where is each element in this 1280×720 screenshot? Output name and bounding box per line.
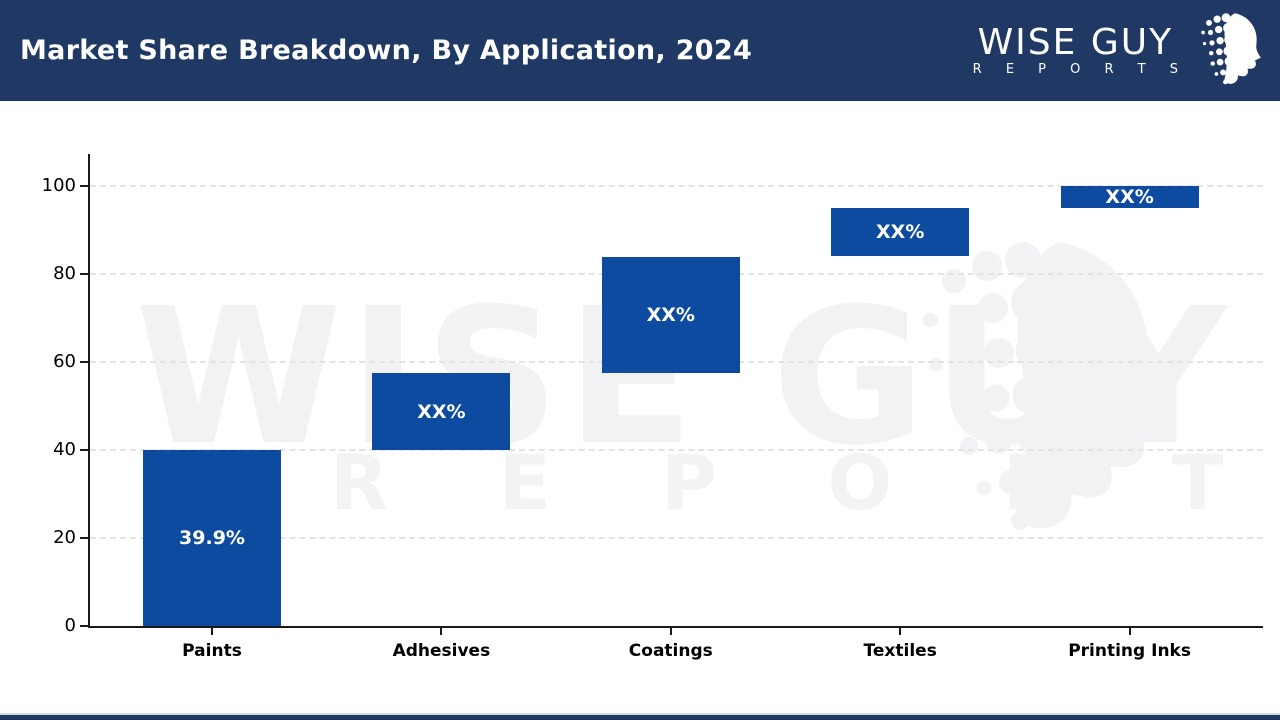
- y-tick-100: [80, 185, 88, 187]
- bar-value-label: XX%: [417, 400, 466, 423]
- logo-text: WISE GUY R E P O R T S: [963, 21, 1188, 78]
- bar-coatings: XX%: [601, 257, 740, 374]
- y-tick-40: [80, 449, 88, 451]
- y-tick-0: [80, 625, 88, 627]
- x-axis: [88, 626, 1263, 628]
- gridline-40: [90, 449, 1263, 451]
- bar-printing-inks: XX%: [1060, 186, 1199, 208]
- bar-paints: 39.9%: [143, 450, 281, 626]
- y-tick-label-80: 80: [53, 263, 76, 284]
- footer-bar: [0, 715, 1280, 720]
- logo-subtitle: R E P O R T S: [972, 62, 1188, 78]
- y-tick-label-100: 100: [41, 175, 76, 196]
- y-tick-label-60: 60: [53, 351, 76, 372]
- bar-value-label: XX%: [876, 221, 925, 244]
- wise-guy-head-icon: [1192, 8, 1266, 94]
- x-tick-1: [440, 628, 443, 635]
- y-axis: [88, 154, 90, 628]
- footer-divider: [0, 713, 1280, 715]
- y-tick-80: [80, 273, 88, 275]
- y-tick-label-0: 0: [64, 615, 76, 636]
- gridline-20: [90, 537, 1263, 539]
- category-label-1: Adhesives: [392, 641, 491, 661]
- category-label-2: Coatings: [628, 641, 713, 661]
- bar-value-label: XX%: [1105, 186, 1154, 208]
- bar-value-label: XX%: [646, 304, 695, 327]
- watermark-head-icon: [885, 215, 1185, 575]
- x-tick-3: [899, 628, 902, 635]
- x-tick-2: [669, 628, 672, 635]
- category-label-4: Printing Inks: [1068, 641, 1191, 661]
- y-tick-20: [80, 537, 88, 539]
- x-tick-4: [1128, 628, 1131, 635]
- y-tick-label-20: 20: [53, 527, 76, 548]
- bar-textiles: XX%: [831, 208, 970, 257]
- gridline-100: [90, 185, 1263, 187]
- bar-adhesives: XX%: [372, 373, 511, 450]
- wise-guy-logo: WISE GUY R E P O R T S: [963, 8, 1266, 94]
- category-label-0: Paints: [182, 641, 242, 661]
- header-bar: Market Share Breakdown, By Application, …: [0, 0, 1280, 101]
- bar-value-label: 39.9%: [179, 527, 245, 550]
- x-tick-0: [211, 628, 213, 635]
- y-tick-60: [80, 361, 88, 363]
- page-title: Market Share Breakdown, By Application, …: [20, 35, 753, 66]
- y-tick-label-40: 40: [53, 439, 76, 460]
- category-label-3: Textiles: [863, 641, 937, 661]
- logo-wordmark: WISE GUY: [977, 21, 1174, 63]
